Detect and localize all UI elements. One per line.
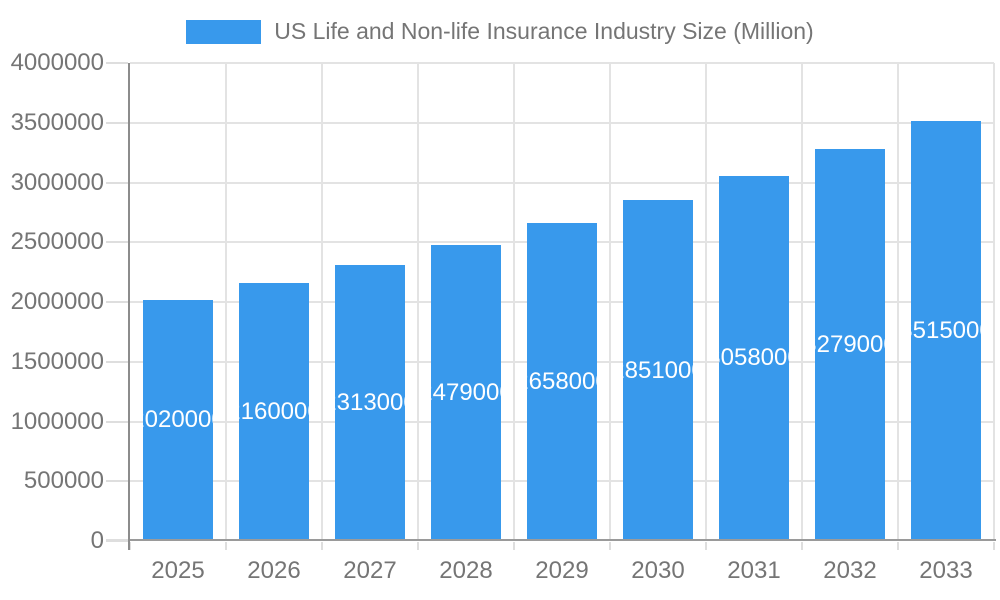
- x-axis-label: 2025: [151, 557, 205, 584]
- bar-2031[interactable]: 3058000: [719, 175, 789, 541]
- bar-2029[interactable]: 2658000: [527, 223, 597, 541]
- x-axis-label: 2026: [247, 557, 301, 584]
- gridline-vertical: [417, 63, 419, 541]
- gridline-horizontal: [130, 62, 994, 64]
- y-axis-label: 500000: [23, 467, 104, 495]
- y-axis-label: 4000000: [10, 49, 104, 76]
- bar-2033[interactable]: 3515000: [911, 120, 981, 541]
- y-axis-tick: [106, 181, 128, 184]
- x-axis-label: 2027: [343, 557, 397, 584]
- gridline-vertical: [321, 63, 323, 541]
- y-axis-label: 0: [90, 527, 104, 554]
- bar-value-label: 2160000: [239, 397, 309, 425]
- x-axis-tick: [801, 542, 803, 550]
- gridline-horizontal: [130, 181, 994, 184]
- y-axis-tick: [106, 62, 128, 64]
- x-axis-tick: [897, 542, 899, 550]
- y-axis-tick-zero: [106, 539, 128, 541]
- x-axis-tick: [225, 542, 227, 550]
- bar-value-label: 3515000: [911, 316, 981, 344]
- y-axis-label: 2500000: [10, 228, 104, 256]
- y-axis-tick: [106, 480, 128, 483]
- x-axis-tick: [993, 542, 995, 550]
- x-axis-label: 2028: [439, 557, 493, 584]
- x-axis-tick: [417, 542, 419, 550]
- gridline-vertical: [801, 63, 803, 541]
- plot-area: 0 500000 1000000 1500000 2000000 2500000 30000…: [11, 49, 996, 584]
- y-axis-tick: [106, 241, 128, 244]
- bar-2030[interactable]: 2851000: [623, 200, 693, 541]
- bar-2027[interactable]: 2313000: [335, 264, 405, 541]
- bar-2025[interactable]: 2020000: [143, 299, 213, 541]
- y-axis-tick: [106, 540, 128, 542]
- gridline-vertical: [993, 63, 995, 541]
- gridline-vertical: [609, 63, 611, 541]
- x-axis-label: 2030: [631, 557, 685, 584]
- gridline-vertical: [225, 63, 227, 541]
- bar-value-label: 2313000: [335, 388, 405, 416]
- bar-value-label: 2851000: [623, 356, 693, 384]
- chart-title: US Life and Non-life Insurance Industry …: [274, 18, 814, 44]
- x-axis-line: [130, 539, 996, 541]
- x-axis-tick: [321, 542, 323, 550]
- bar-value-label: 2479000: [431, 378, 501, 406]
- y-axis-label: 2000000: [10, 288, 104, 315]
- y-axis-tick: [106, 420, 128, 423]
- y-axis-label: 3500000: [10, 108, 104, 136]
- bar-value-label: 3058000: [719, 344, 789, 372]
- y-axis-tick: [106, 121, 128, 124]
- y-axis-tick: [106, 360, 128, 363]
- bar-2026[interactable]: 2160000: [239, 282, 309, 541]
- legend-swatch: [186, 19, 262, 44]
- y-axis-label: 1000000: [10, 407, 104, 435]
- x-axis-label: 2029: [535, 557, 589, 584]
- bar-2028[interactable]: 2479000: [431, 244, 501, 541]
- bar-value-label: 3279000: [815, 331, 885, 359]
- gridline-vertical: [513, 63, 515, 541]
- gridline-horizontal: [130, 121, 994, 124]
- bar-value-label: 2020000: [143, 406, 213, 434]
- y-axis-label: 3000000: [10, 168, 104, 196]
- bar-value-label: 2658000: [527, 368, 597, 396]
- x-axis-tick: [609, 542, 611, 550]
- y-axis-tick: [106, 301, 128, 303]
- gridline-vertical: [705, 63, 707, 541]
- bar-2032[interactable]: 3279000: [815, 149, 885, 541]
- x-axis-tick: [129, 542, 131, 550]
- y-axis-label: 1500000: [10, 347, 104, 375]
- x-axis-tick: [513, 542, 515, 550]
- x-axis-label: 2032: [823, 557, 877, 584]
- gridline-vertical: [897, 63, 899, 541]
- x-axis-tick: [705, 542, 707, 550]
- y-axis-line: [128, 63, 130, 550]
- legend-item[interactable]: US Life and Non-life Insurance Industry …: [0, 18, 1000, 45]
- x-axis-label: 2033: [919, 557, 973, 584]
- x-axis-label: 2031: [727, 557, 781, 584]
